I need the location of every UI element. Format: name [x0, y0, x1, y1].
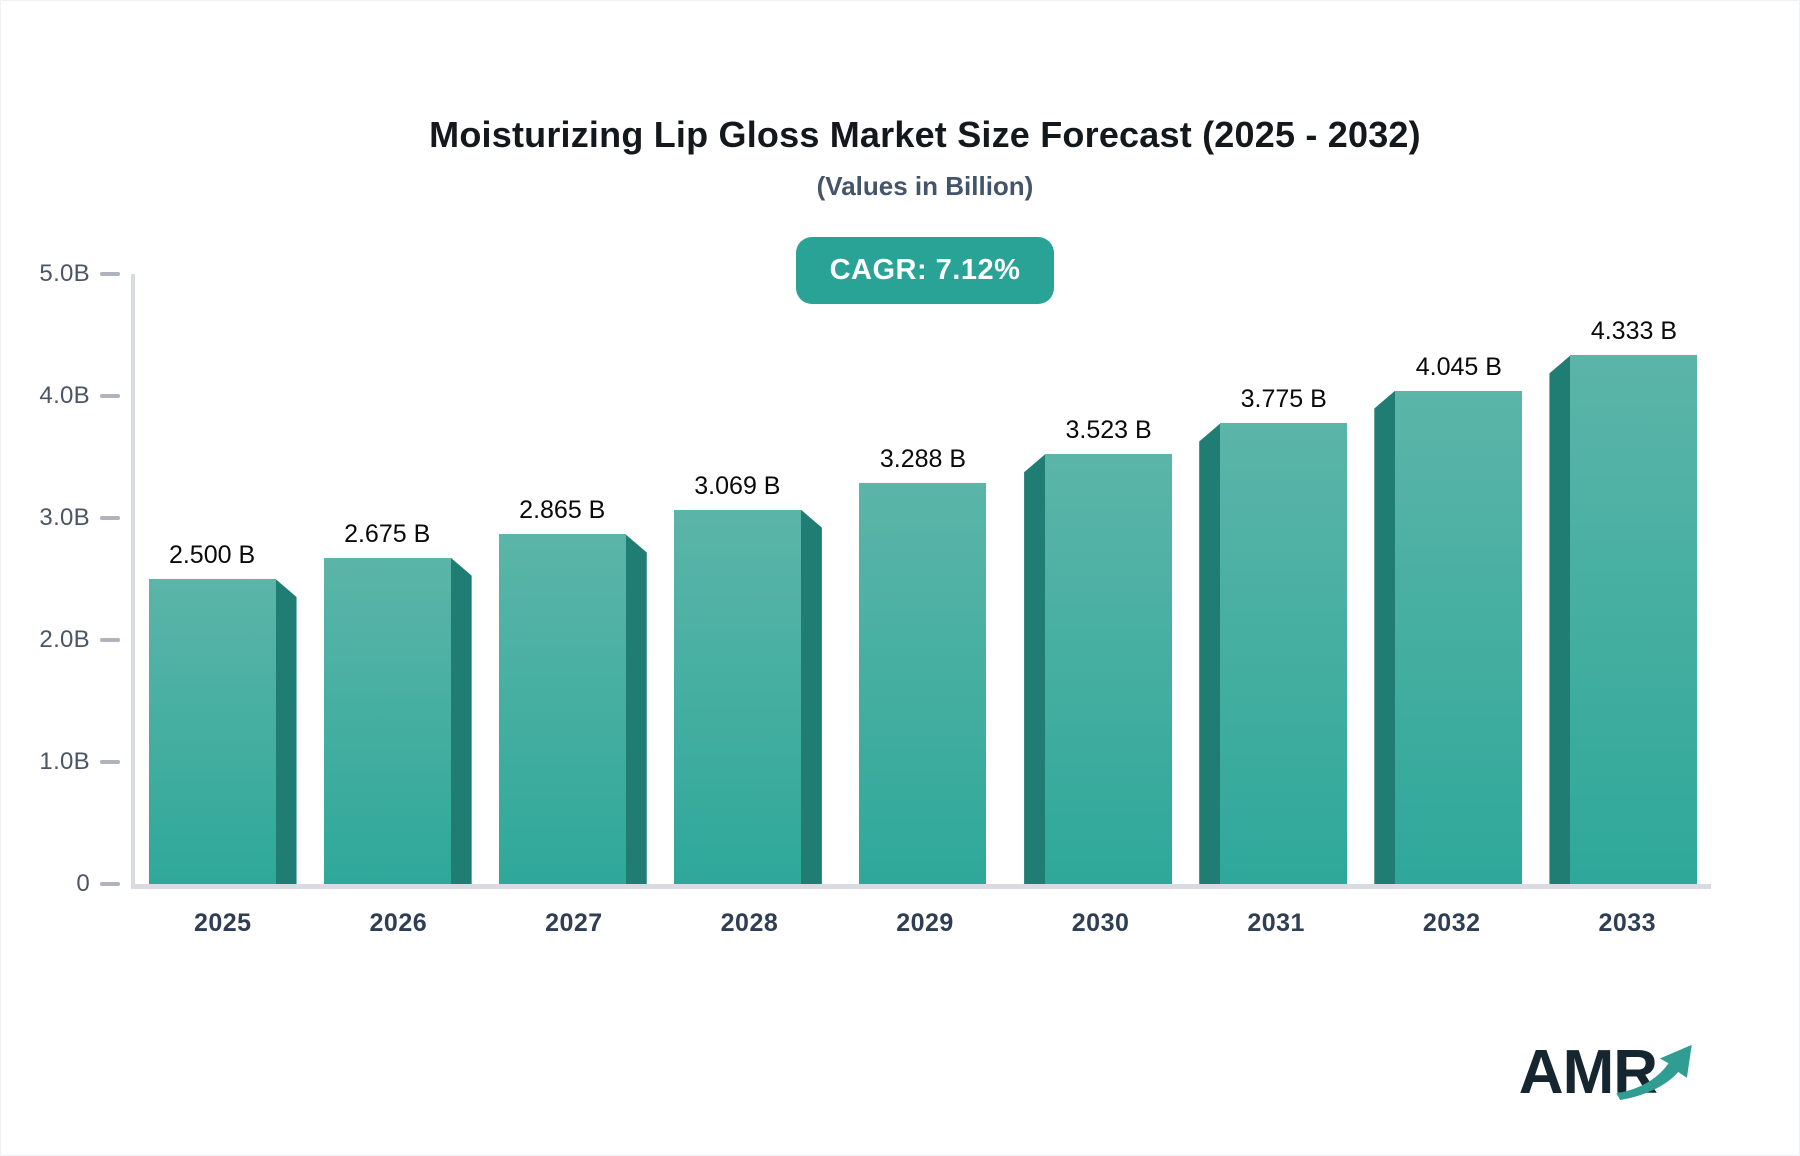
bar-value-label: 3.523 B	[1065, 416, 1152, 445]
bar-2030: 3.523 B	[1024, 416, 1173, 884]
x-label-2028: 2028	[720, 909, 779, 937]
chart-header: Moisturizing Lip Gloss Market Size Forec…	[135, 113, 1715, 304]
bar-slot: 3.069 B	[660, 274, 835, 884]
bar-face: 3.775 B	[1220, 385, 1348, 884]
bar-side-3d	[1549, 355, 1571, 884]
bar-face: 4.045 B	[1395, 353, 1523, 884]
bar-2025: 2.500 B	[148, 541, 297, 884]
x-label-2031: 2031	[1247, 909, 1305, 937]
y-tick-label: 3.0B	[39, 504, 90, 531]
bar-slot: 3.775 B	[1186, 274, 1361, 884]
y-tick-1.0B: 1.0B	[39, 748, 120, 776]
y-tick-label: 1.0B	[39, 748, 90, 775]
y-tick-label: 0	[76, 870, 90, 897]
bar-face: 2.675 B	[323, 520, 451, 884]
bar-face: 4.333 B	[1570, 317, 1698, 884]
bar-2029: 3.288 B	[849, 445, 997, 884]
bar-side-3d	[1199, 423, 1221, 884]
x-label-2025: 2025	[193, 909, 252, 937]
bar-side-3d	[450, 557, 472, 884]
plot-area: 0 1.0B 2.0B 3.0B 4.0B 5.0B 2.500 B 2.675 B 2.865…	[39, 260, 1711, 897]
bar-side-3d	[275, 579, 297, 884]
bar-value-label: 2.500 B	[168, 541, 256, 569]
cagr-badge-label: CAGR: 7.12%	[829, 254, 1021, 286]
bar-slot: 2.865 B	[485, 274, 660, 884]
x-axis-labels: 2025 2026 2027 2028 2029 2030 2031 2032 2033	[135, 909, 1715, 938]
bar-slot: 3.523 B	[1011, 274, 1186, 884]
x-label-2032: 2032	[1422, 909, 1481, 937]
y-tick-label: 4.0B	[39, 382, 90, 409]
bar-value-label: 4.333 B	[1590, 317, 1678, 346]
y-tick-label: 2.0B	[39, 626, 90, 653]
bar-value-label: 3.069 B	[694, 471, 781, 500]
x-label-2033: 2033	[1598, 909, 1657, 937]
bar-value-label: 3.775 B	[1240, 385, 1327, 414]
bar-face: 3.523 B	[1045, 416, 1173, 884]
y-tick-5.0B: 5.0B	[39, 260, 120, 288]
y-tick-2.0B: 2.0B	[39, 626, 120, 654]
bar-value-label: 2.675 B	[344, 519, 431, 548]
y-tick-dash-icon	[100, 760, 120, 764]
bar-slot: 2.675 B	[310, 274, 485, 884]
y-tick-dash-icon	[100, 638, 120, 642]
bar-side-3d	[625, 534, 647, 884]
y-tick-4.0B: 4.0B	[39, 382, 120, 410]
y-tick-3.0B: 3.0B	[39, 504, 120, 532]
y-tick-label: 5.0B	[39, 260, 90, 287]
bar-value-label: 3.288 B	[879, 444, 967, 473]
bar-slot: 4.333 B	[1536, 274, 1711, 884]
bar-face: 3.288 B	[859, 445, 987, 884]
x-label-2030: 2030	[1071, 909, 1130, 937]
bar-side-3d	[1024, 454, 1046, 884]
bar-2033: 4.333 B	[1549, 317, 1698, 884]
bar-slot: 4.045 B	[1361, 274, 1536, 884]
bar-2032: 4.045 B	[1374, 353, 1523, 884]
cagr-badge: CAGR: 7.12%	[795, 237, 1055, 304]
x-label-2027: 2027	[545, 909, 603, 937]
bar-2031: 3.775 B	[1199, 385, 1348, 884]
y-tick-dash-icon	[100, 272, 120, 276]
y-tick-0: 0	[76, 870, 120, 898]
bar-side-3d	[1374, 390, 1396, 884]
chart-title: Moisturizing Lip Gloss Market Size Forec…	[429, 114, 1421, 155]
y-tick-dash-icon	[100, 882, 120, 886]
bar-face: 2.500 B	[148, 541, 276, 884]
bar-value-label: 4.045 B	[1415, 352, 1502, 381]
bar-value-label: 2.865 B	[519, 496, 606, 525]
x-label-2029: 2029	[896, 909, 954, 937]
chart-subtitle: (Values in Billion)	[816, 171, 1034, 201]
x-label-2026: 2026	[369, 909, 428, 937]
bar-slot: 2.500 B	[135, 274, 310, 884]
bar-side-3d	[800, 509, 822, 884]
bar-slot: 3.288 B	[835, 274, 1010, 884]
trend-up-arrow-icon	[1616, 1044, 1692, 1101]
bar-2026: 2.675 B	[323, 520, 472, 884]
bar-2028: 3.069 B	[673, 472, 822, 884]
y-tick-dash-icon	[100, 516, 120, 520]
y-tick-dash-icon	[100, 394, 120, 398]
bar-face: 2.865 B	[498, 496, 626, 884]
amr-logo: AMR	[1519, 1042, 1699, 1104]
bar-face: 3.069 B	[673, 472, 801, 884]
bar-2027: 2.865 B	[498, 496, 647, 884]
